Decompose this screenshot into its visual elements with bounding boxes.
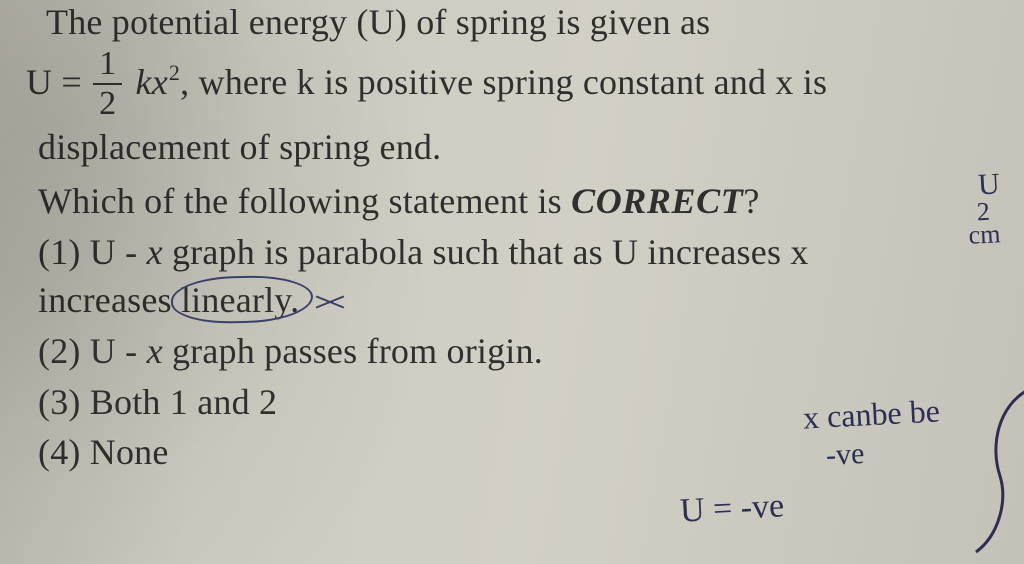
question-line-1: The potential energy (U) of spring is gi… — [46, 2, 994, 43]
option-4: (4) None — [38, 432, 994, 473]
o2-x: x — [147, 331, 163, 371]
o1c-circled: linearly. — [181, 280, 299, 321]
formula-x: x — [152, 62, 168, 102]
o2-b: graph passes from origin. — [163, 331, 543, 371]
formula-fraction: 1 2 — [93, 47, 122, 121]
o1-b: graph is parabola such that as U increas… — [163, 232, 809, 272]
question-prompt: Which of the following statement is CORR… — [38, 181, 994, 222]
formula-sq: 2 — [169, 60, 180, 85]
option-1-line-b: increases linearly. — [38, 280, 994, 321]
formula-k: k — [136, 62, 152, 102]
o1-a: (1) U - — [38, 232, 147, 272]
o1c-a: increases — [38, 280, 181, 320]
pen-cross-icon — [313, 288, 347, 314]
o2-a: (2) U - — [38, 331, 147, 371]
prompt-a: Which of the following statement is — [38, 181, 571, 221]
o1-x: x — [147, 232, 163, 272]
formula-lhs: U — [26, 62, 52, 102]
page: The potential energy (U) of spring is gi… — [0, 0, 1024, 564]
prompt-correct: CORRECT — [571, 181, 743, 221]
question-line-3: displacement of spring end. — [38, 127, 994, 168]
option-1-line-a: (1) U - x graph is parabola such that as… — [38, 232, 994, 273]
question-line-2: U = 1 2 kx2, where k is positive spring … — [26, 47, 994, 121]
fraction-denominator: 2 — [93, 87, 122, 121]
formula-eq: = — [61, 62, 82, 102]
option-3: (3) Both 1 and 2 — [38, 382, 994, 423]
prompt-q: ? — [743, 181, 759, 221]
fraction-numerator: 1 — [93, 47, 122, 81]
option-2: (2) U - x graph passes from origin. — [38, 331, 994, 372]
question-line-2-tail: , where k is positive spring constant an… — [180, 62, 827, 102]
